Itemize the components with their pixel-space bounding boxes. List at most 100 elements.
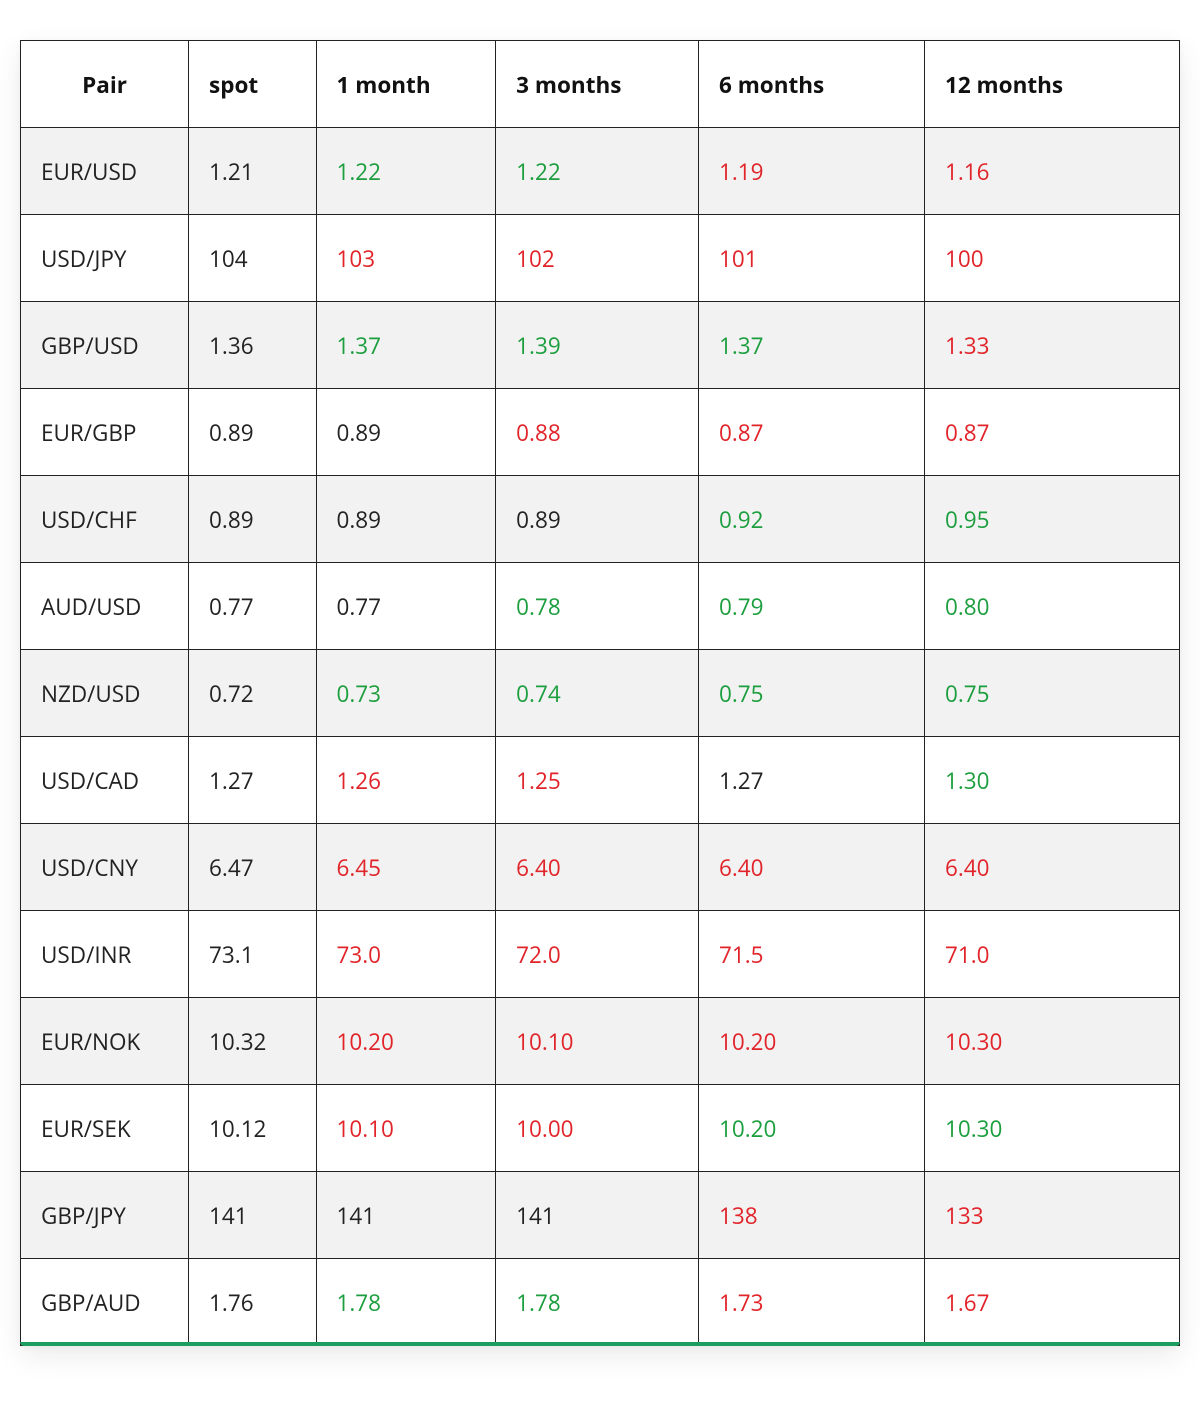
value-cell: 0.74 (496, 650, 699, 737)
value-cell: 0.79 (698, 563, 924, 650)
value-cell: 103 (316, 215, 496, 302)
value-cell: 73.0 (316, 911, 496, 998)
pair-cell: AUD/USD (21, 563, 189, 650)
pair-cell: USD/JPY (21, 215, 189, 302)
pair-cell: GBP/USD (21, 302, 189, 389)
col-header-6m: 6 months (698, 41, 924, 128)
value-cell: 141 (189, 1172, 316, 1259)
value-cell: 0.89 (316, 389, 496, 476)
table-header: Pair spot 1 month 3 months 6 months 12 m… (21, 41, 1180, 128)
value-cell: 0.92 (698, 476, 924, 563)
value-cell: 10.10 (316, 1085, 496, 1172)
value-cell: 6.40 (496, 824, 699, 911)
value-cell: 0.88 (496, 389, 699, 476)
value-cell: 10.20 (316, 998, 496, 1085)
value-cell: 10.12 (189, 1085, 316, 1172)
value-cell: 1.78 (496, 1259, 699, 1346)
value-cell: 0.87 (924, 389, 1179, 476)
col-header-1m: 1 month (316, 41, 496, 128)
value-cell: 71.0 (924, 911, 1179, 998)
value-cell: 1.73 (698, 1259, 924, 1346)
value-cell: 0.95 (924, 476, 1179, 563)
table-body: EUR/USD1.211.221.221.191.16USD/JPY104103… (21, 128, 1180, 1346)
table-row: EUR/GBP0.890.890.880.870.87 (21, 389, 1180, 476)
value-cell: 1.16 (924, 128, 1179, 215)
value-cell: 1.30 (924, 737, 1179, 824)
pair-cell: EUR/USD (21, 128, 189, 215)
value-cell: 1.22 (496, 128, 699, 215)
value-cell: 0.89 (496, 476, 699, 563)
value-cell: 1.76 (189, 1259, 316, 1346)
col-header-3m: 3 months (496, 41, 699, 128)
fx-forecast-table-wrap: Pair spot 1 month 3 months 6 months 12 m… (20, 40, 1180, 1346)
table-row: EUR/SEK10.1210.1010.0010.2010.30 (21, 1085, 1180, 1172)
pair-cell: EUR/GBP (21, 389, 189, 476)
pair-cell: GBP/AUD (21, 1259, 189, 1346)
value-cell: 73.1 (189, 911, 316, 998)
value-cell: 101 (698, 215, 924, 302)
pair-cell: USD/INR (21, 911, 189, 998)
value-cell: 1.22 (316, 128, 496, 215)
value-cell: 10.00 (496, 1085, 699, 1172)
value-cell: 100 (924, 215, 1179, 302)
table-row: NZD/USD0.720.730.740.750.75 (21, 650, 1180, 737)
pair-cell: GBP/JPY (21, 1172, 189, 1259)
table-row: USD/INR73.173.072.071.571.0 (21, 911, 1180, 998)
table-row: GBP/USD1.361.371.391.371.33 (21, 302, 1180, 389)
value-cell: 0.72 (189, 650, 316, 737)
value-cell: 1.21 (189, 128, 316, 215)
col-header-spot: spot (189, 41, 316, 128)
value-cell: 0.77 (189, 563, 316, 650)
value-cell: 1.39 (496, 302, 699, 389)
value-cell: 0.80 (924, 563, 1179, 650)
table-row: USD/CAD1.271.261.251.271.30 (21, 737, 1180, 824)
value-cell: 1.27 (189, 737, 316, 824)
value-cell: 0.89 (189, 476, 316, 563)
value-cell: 141 (496, 1172, 699, 1259)
value-cell: 10.20 (698, 998, 924, 1085)
table-header-row: Pair spot 1 month 3 months 6 months 12 m… (21, 41, 1180, 128)
col-header-pair: Pair (21, 41, 189, 128)
value-cell: 0.77 (316, 563, 496, 650)
value-cell: 1.36 (189, 302, 316, 389)
col-header-12m: 12 months (924, 41, 1179, 128)
pair-cell: USD/CAD (21, 737, 189, 824)
value-cell: 1.19 (698, 128, 924, 215)
value-cell: 1.78 (316, 1259, 496, 1346)
value-cell: 1.33 (924, 302, 1179, 389)
value-cell: 0.89 (189, 389, 316, 476)
value-cell: 1.67 (924, 1259, 1179, 1346)
value-cell: 71.5 (698, 911, 924, 998)
value-cell: 138 (698, 1172, 924, 1259)
value-cell: 0.73 (316, 650, 496, 737)
table-row: USD/CNY6.476.456.406.406.40 (21, 824, 1180, 911)
table-row: GBP/JPY141141141138133 (21, 1172, 1180, 1259)
value-cell: 0.87 (698, 389, 924, 476)
table-row: EUR/USD1.211.221.221.191.16 (21, 128, 1180, 215)
value-cell: 141 (316, 1172, 496, 1259)
pair-cell: EUR/NOK (21, 998, 189, 1085)
table-row: AUD/USD0.770.770.780.790.80 (21, 563, 1180, 650)
value-cell: 133 (924, 1172, 1179, 1259)
value-cell: 10.10 (496, 998, 699, 1085)
value-cell: 104 (189, 215, 316, 302)
value-cell: 72.0 (496, 911, 699, 998)
pair-cell: USD/CNY (21, 824, 189, 911)
value-cell: 10.30 (924, 1085, 1179, 1172)
value-cell: 1.26 (316, 737, 496, 824)
value-cell: 0.89 (316, 476, 496, 563)
pair-cell: USD/CHF (21, 476, 189, 563)
value-cell: 10.20 (698, 1085, 924, 1172)
table-row: EUR/NOK10.3210.2010.1010.2010.30 (21, 998, 1180, 1085)
value-cell: 102 (496, 215, 699, 302)
fx-forecast-table: Pair spot 1 month 3 months 6 months 12 m… (20, 40, 1180, 1346)
value-cell: 1.27 (698, 737, 924, 824)
value-cell: 1.37 (698, 302, 924, 389)
value-cell: 10.32 (189, 998, 316, 1085)
value-cell: 6.40 (924, 824, 1179, 911)
table-row: USD/JPY104103102101100 (21, 215, 1180, 302)
value-cell: 10.30 (924, 998, 1179, 1085)
table-row: USD/CHF0.890.890.890.920.95 (21, 476, 1180, 563)
pair-cell: EUR/SEK (21, 1085, 189, 1172)
value-cell: 6.40 (698, 824, 924, 911)
